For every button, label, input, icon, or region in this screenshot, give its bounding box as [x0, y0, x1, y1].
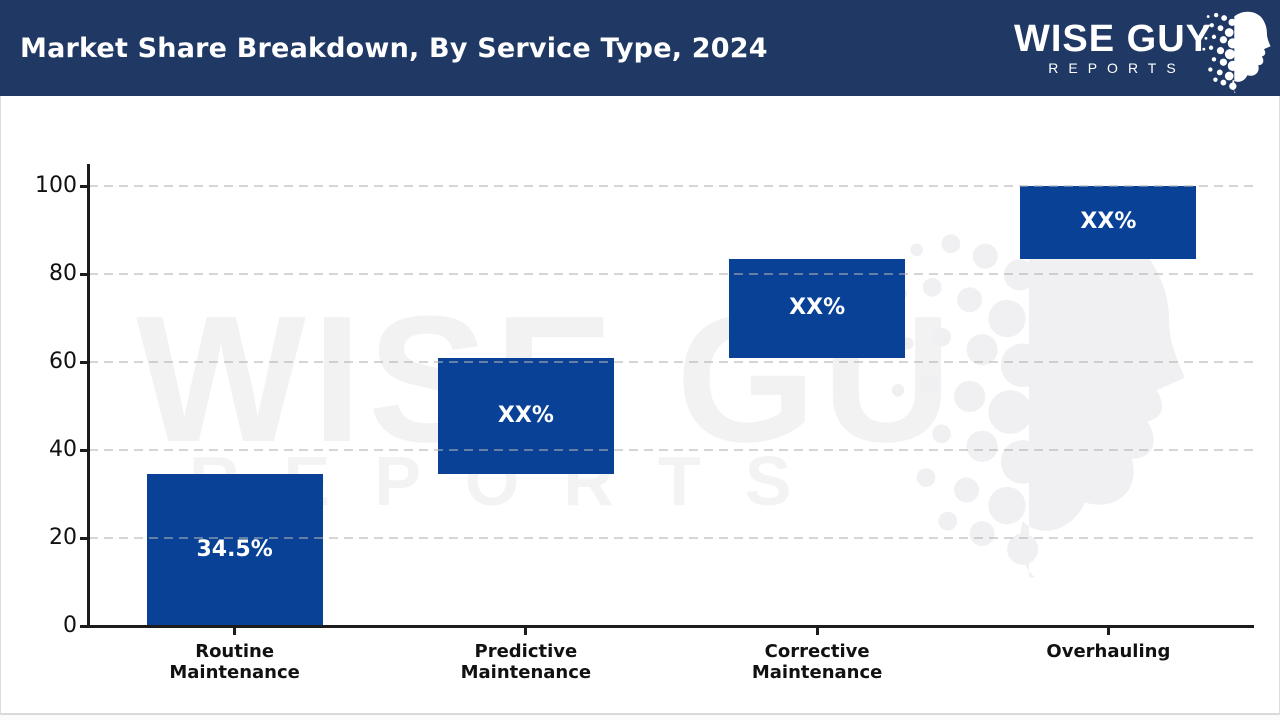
x-category-label: Corrective Maintenance [751, 641, 883, 683]
y-tick-label: 80 [49, 261, 77, 286]
waterfall-bar [1020, 186, 1197, 259]
x-tick-mark [524, 628, 528, 635]
chart-panel: WISE GU REPORTS 0 20 40 60 80 100 34.5% Routine… [0, 96, 1280, 715]
brand-name: WISE GUY [1013, 18, 1212, 60]
y-tick-mark [80, 361, 87, 364]
y-tick-mark [80, 537, 87, 540]
brand-logo-text: WISE GUY REPORTS [1014, 20, 1212, 75]
y-tick-mark [80, 625, 87, 628]
x-tick-mark [1106, 628, 1110, 635]
y-tick-label: 0 [63, 613, 77, 638]
bar-value-label: XX% [789, 295, 846, 321]
header-bar: Market Share Breakdown, By Service Type,… [0, 0, 1280, 96]
gridline [89, 449, 1254, 451]
y-tick-label: 60 [49, 349, 77, 374]
y-tick-label: 40 [49, 437, 77, 462]
wiseguy-face-icon [1202, 11, 1271, 93]
y-tick-label: 20 [49, 525, 77, 550]
brand-subtitle: REPORTS [1048, 60, 1186, 76]
gridline [89, 185, 1254, 187]
watermark-face-icon [891, 229, 1185, 578]
waterfall-bar [437, 357, 614, 475]
brand-logo: WISE GUY REPORTS [1014, 6, 1272, 94]
x-category-label: Predictive Maintenance [460, 641, 592, 683]
y-tick-mark [80, 185, 87, 188]
gridline [89, 273, 1254, 275]
plot-area: 0 20 40 60 80 100 34.5% Routine Maintenance XX% P… [1, 96, 1279, 713]
page-title: Market Share Breakdown, By Service Type,… [20, 32, 768, 64]
y-axis-line [87, 164, 90, 628]
waterfall-bar [146, 474, 323, 626]
x-tick-mark [233, 628, 237, 635]
bar-value-label: XX% [497, 402, 554, 428]
bar-value-label: 34.5% [196, 537, 273, 563]
x-category-label: Routine Maintenance [169, 641, 300, 683]
x-axis-line [86, 625, 1254, 628]
y-tick-label: 100 [35, 173, 77, 198]
x-category-label: Overhauling [1046, 641, 1171, 662]
gridline [89, 361, 1254, 363]
gridline [89, 537, 1254, 539]
x-tick-mark [815, 628, 819, 635]
y-tick-mark [80, 449, 87, 452]
y-tick-mark [80, 273, 87, 276]
waterfall-bar [729, 258, 906, 358]
bar-value-label: XX% [1080, 209, 1137, 235]
